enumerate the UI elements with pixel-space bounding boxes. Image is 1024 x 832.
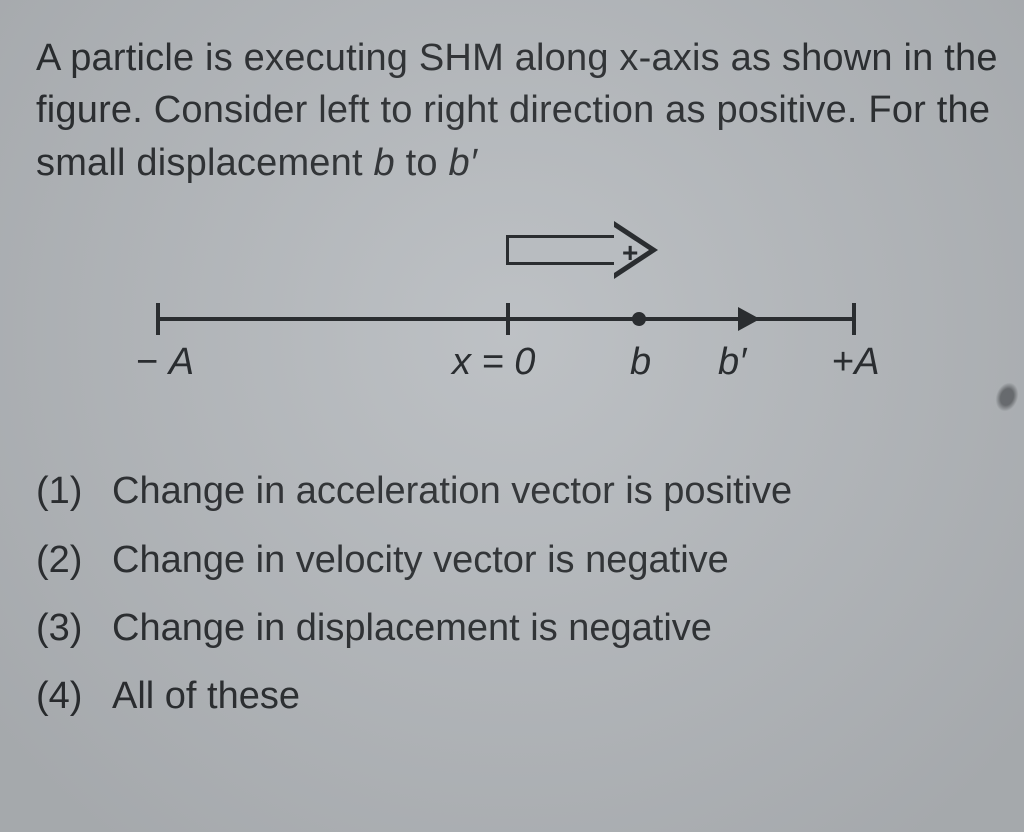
option-1-num: (1) [36,457,112,525]
option-2[interactable]: (2) Change in velocity vector is negativ… [36,526,1004,594]
plus-icon: + [622,237,638,269]
positive-direction-arrow: + [506,227,676,273]
option-3-text: Change in displacement is negative [112,594,712,662]
page-smudge [992,379,1023,415]
question-var-b: b [374,142,395,184]
option-4[interactable]: (4) All of these [36,662,1004,730]
options-list: (1) Change in acceleration vector is pos… [36,457,1004,731]
label-plus-a: +A [832,341,880,384]
tick-origin [506,303,510,335]
particle-arrow-line [646,317,742,321]
question-var-bprime: b′ [448,142,477,184]
label-b-prime: b′ [718,341,746,384]
option-1-text: Change in acceleration vector is positiv… [112,457,792,525]
option-3-num: (3) [36,594,112,662]
question-part-1: A particle is executing SHM along x-axis… [36,37,998,184]
particle-arrow-head-icon [738,307,760,331]
particle-dot-icon [632,312,646,326]
question-part-2: to [395,142,449,184]
question-text: A particle is executing SHM along x-axis… [36,32,1004,189]
label-minus-a: − A [136,341,194,384]
tick-plus-a [852,303,856,335]
label-b: b [630,341,651,384]
tick-minus-a [156,303,160,335]
option-4-num: (4) [36,662,112,730]
option-3[interactable]: (3) Change in displacement is negative [36,594,1004,662]
option-2-text: Change in velocity vector is negative [112,526,729,594]
arrow-stem [506,235,616,265]
option-4-text: All of these [112,662,300,730]
option-2-num: (2) [36,526,112,594]
shm-diagram: + − A x = 0 +A b b′ [136,217,916,427]
label-origin: x = 0 [452,341,535,384]
option-1[interactable]: (1) Change in acceleration vector is pos… [36,457,1004,525]
